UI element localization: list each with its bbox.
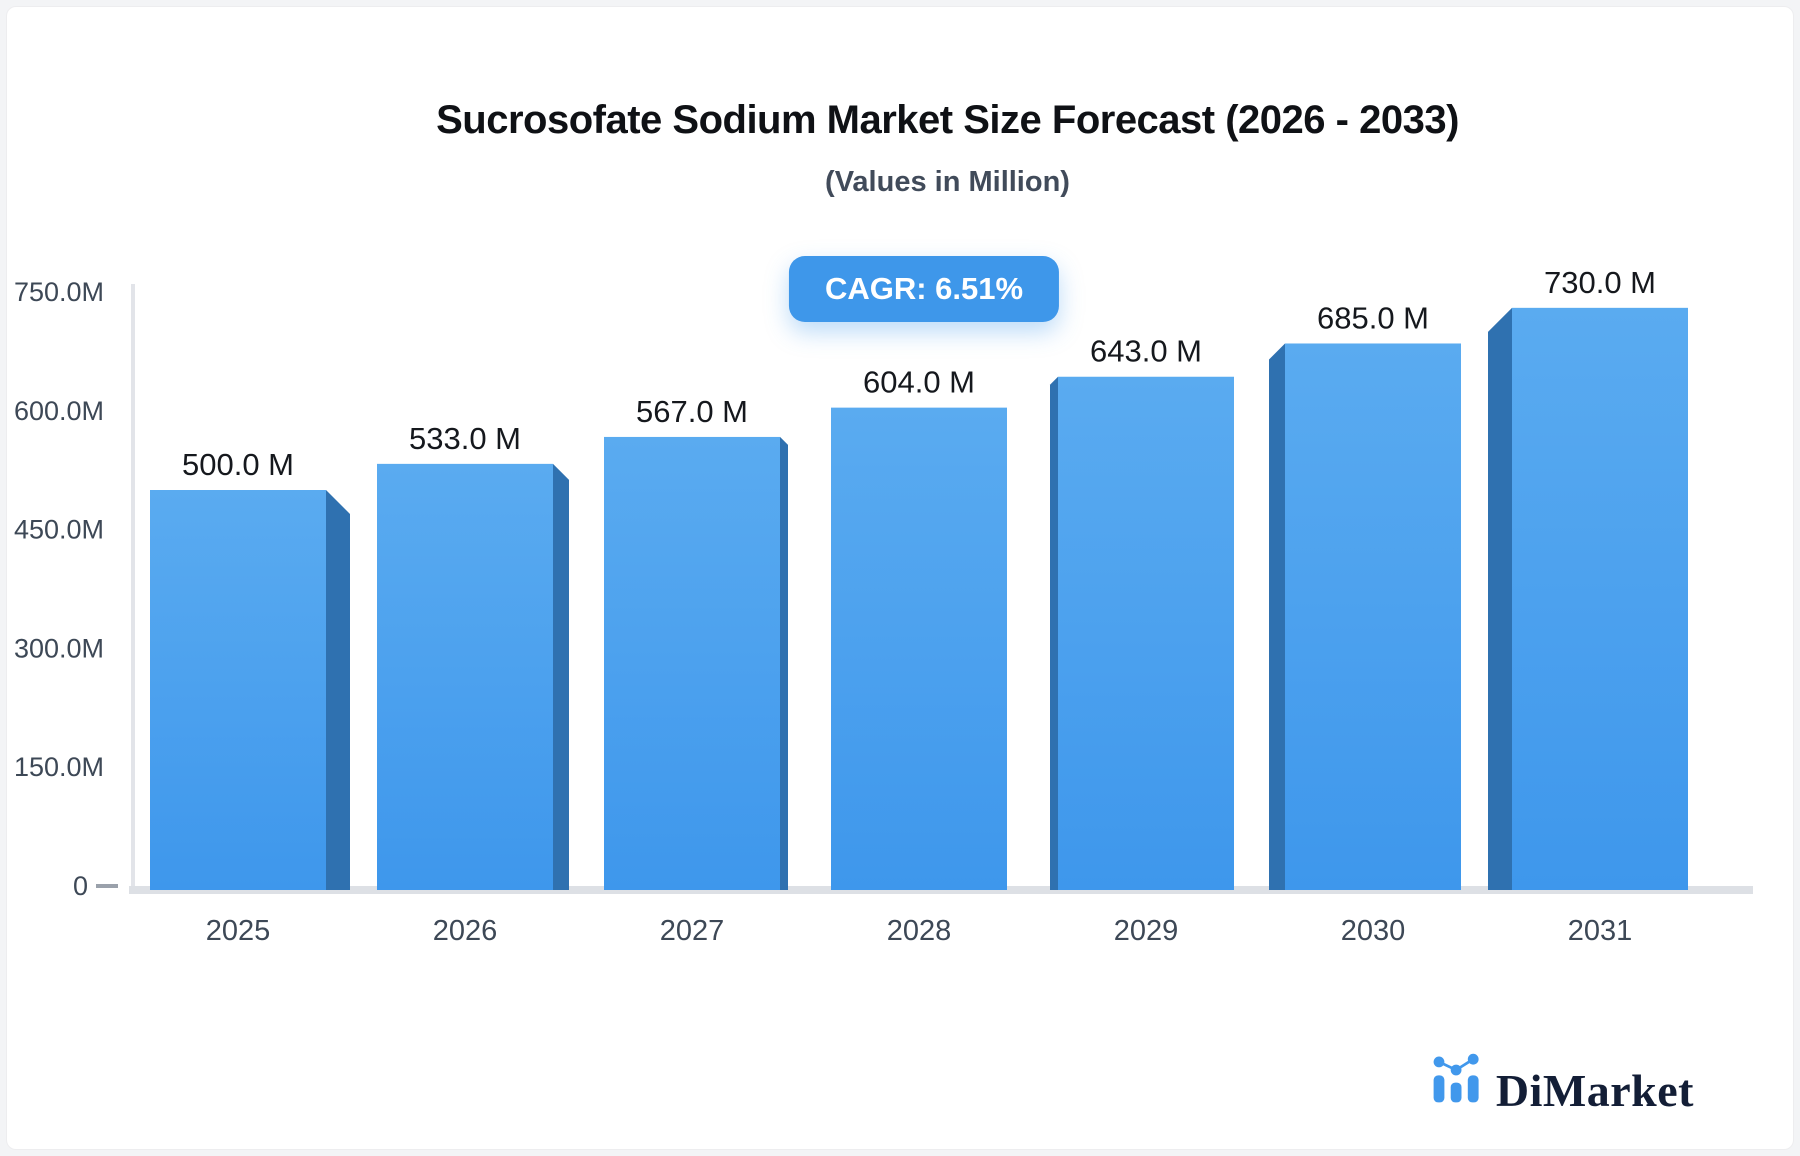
dimarket-logo: DiMarket	[1430, 1050, 1694, 1114]
x-tick-label: 2031	[1568, 915, 1633, 947]
bar-value-label: 643.0 M	[1090, 334, 1202, 369]
dimarket-logo-text: DiMarket	[1495, 1065, 1694, 1116]
bar-face	[377, 463, 553, 890]
bar-side-face	[780, 436, 788, 890]
y-axis-line	[131, 284, 135, 894]
y-tick-label: 300.0M	[14, 633, 104, 663]
bar-face	[831, 407, 1007, 890]
bar-value-label: 500.0 M	[182, 447, 294, 482]
cagr-badge-label: CAGR: 6.51%	[824, 271, 1024, 306]
y-tick-label: 150.0M	[14, 752, 104, 782]
bar-value-label: 730.0 M	[1544, 265, 1656, 300]
bar-face	[1058, 376, 1234, 890]
bar-side-face	[553, 463, 569, 890]
x-tick-label: 2027	[660, 915, 725, 947]
bar-side-face	[1269, 343, 1285, 891]
y-tick-label: 750.0M	[14, 277, 104, 307]
x-tick-label: 2030	[1341, 915, 1406, 947]
bar-2029: 643.0 M	[1050, 334, 1234, 890]
dimarket-logo-icon	[1433, 1053, 1479, 1103]
bar-2030: 685.0 M	[1269, 300, 1461, 891]
bar-2028: 604.0 M	[831, 365, 1007, 890]
bar-2031: 730.0 M	[1488, 265, 1688, 891]
bar-side-face	[1488, 307, 1512, 891]
x-tick-label: 2029	[1114, 915, 1179, 947]
x-tick-label: 2025	[206, 915, 271, 947]
zero-tick-mark	[96, 884, 118, 888]
bar-face	[604, 436, 780, 890]
y-tick-label: 600.0M	[14, 396, 104, 426]
bar-2026: 533.0 M	[377, 421, 569, 890]
bar-value-label: 567.0 M	[636, 394, 748, 429]
bar-2027: 567.0 M	[604, 394, 788, 890]
y-tick-label: 450.0M	[14, 515, 104, 545]
y-tick-label: 0	[73, 871, 88, 901]
bar-face	[150, 490, 326, 890]
bar-side-face	[1050, 376, 1058, 890]
bar-side-face	[326, 490, 350, 890]
bar-face	[1512, 307, 1688, 891]
bar-face	[1285, 343, 1461, 891]
bar-value-label: 604.0 M	[863, 365, 975, 400]
cagr-badge: CAGR: 6.51%	[788, 256, 1060, 322]
bar-chart-canvas: 750.0M 600.0M 450.0M 300.0M 150.0M 0 500.0 M 20…	[14, 265, 1753, 947]
x-tick-label: 2028	[887, 915, 952, 947]
x-tick-label: 2026	[433, 915, 498, 947]
bar-2025: 500.0 M	[150, 447, 350, 890]
bar-value-label: 685.0 M	[1317, 300, 1429, 335]
bar-value-label: 533.0 M	[409, 421, 521, 456]
